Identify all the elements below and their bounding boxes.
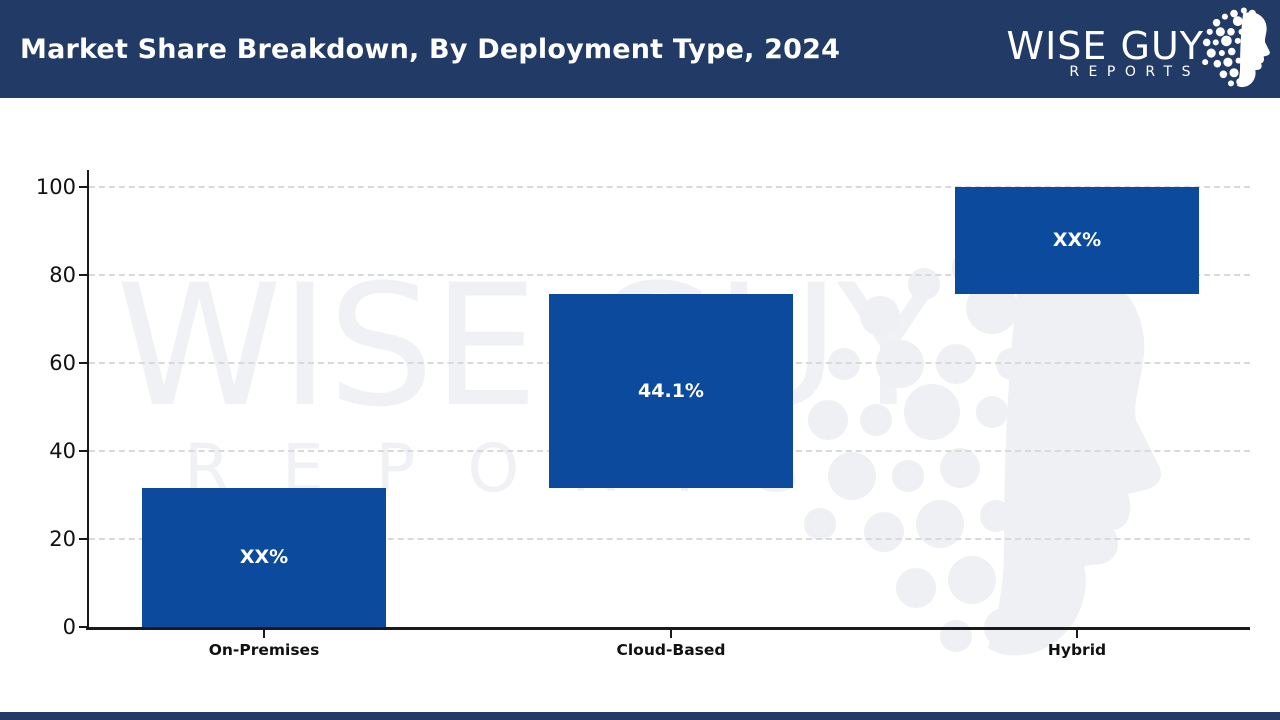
x-axis-line <box>86 627 1250 630</box>
footer-bar <box>0 712 1280 720</box>
x-tick-0 <box>263 630 265 638</box>
y-tick-label-100: 100 <box>35 175 76 199</box>
bar-value-label: XX% <box>239 546 289 569</box>
bar-cloud-based: 44.1% <box>549 293 793 488</box>
bar-on-premises: XX% <box>142 487 386 627</box>
y-tick-label-20: 20 <box>49 527 76 551</box>
brand-logo-wordmark: WISE GUY <box>1006 24 1204 68</box>
bar-value-label: 44.1% <box>638 379 704 402</box>
bar-hybrid: XX% <box>955 187 1199 294</box>
y-tick-label-80: 80 <box>49 263 76 287</box>
brand-face-icon <box>1202 7 1270 88</box>
gridline-20 <box>89 538 1250 540</box>
x-category-label-0: On-Premises <box>208 641 320 659</box>
brand-logo: WISE GUY REPORTS <box>1007 0 1272 98</box>
y-tick-60 <box>79 362 87 364</box>
y-tick-0 <box>79 626 87 628</box>
y-tick-label-60: 60 <box>49 351 76 375</box>
bar-value-label: XX% <box>1052 229 1102 252</box>
gridline-100 <box>89 186 1250 188</box>
x-tick-1 <box>670 630 672 638</box>
x-tick-2 <box>1076 630 1078 638</box>
x-category-label-2: Hybrid <box>1047 641 1107 659</box>
x-category-label-1: Cloud-Based <box>616 641 726 659</box>
chart-plot-area: WISE GUY REPORTS 0 20 40 60 80 100 XX% On-Premi… <box>0 98 1280 712</box>
y-tick-40 <box>79 450 87 452</box>
page-title: Market Share Breakdown, By Deployment Ty… <box>20 33 841 65</box>
y-tick-80 <box>79 274 87 276</box>
y-tick-20 <box>79 538 87 540</box>
watermark-wordmark: WISE GUY <box>116 248 940 444</box>
watermark-face-icon <box>804 236 1162 656</box>
y-tick-label-0: 0 <box>62 615 76 639</box>
header-bar: Market Share Breakdown, By Deployment Ty… <box>0 0 1280 98</box>
brand-logo-subtitle: REPORTS <box>1069 64 1200 80</box>
y-tick-100 <box>79 186 87 188</box>
y-axis-line <box>87 170 89 629</box>
y-tick-label-40: 40 <box>49 439 76 463</box>
gridline-80 <box>89 274 1250 276</box>
